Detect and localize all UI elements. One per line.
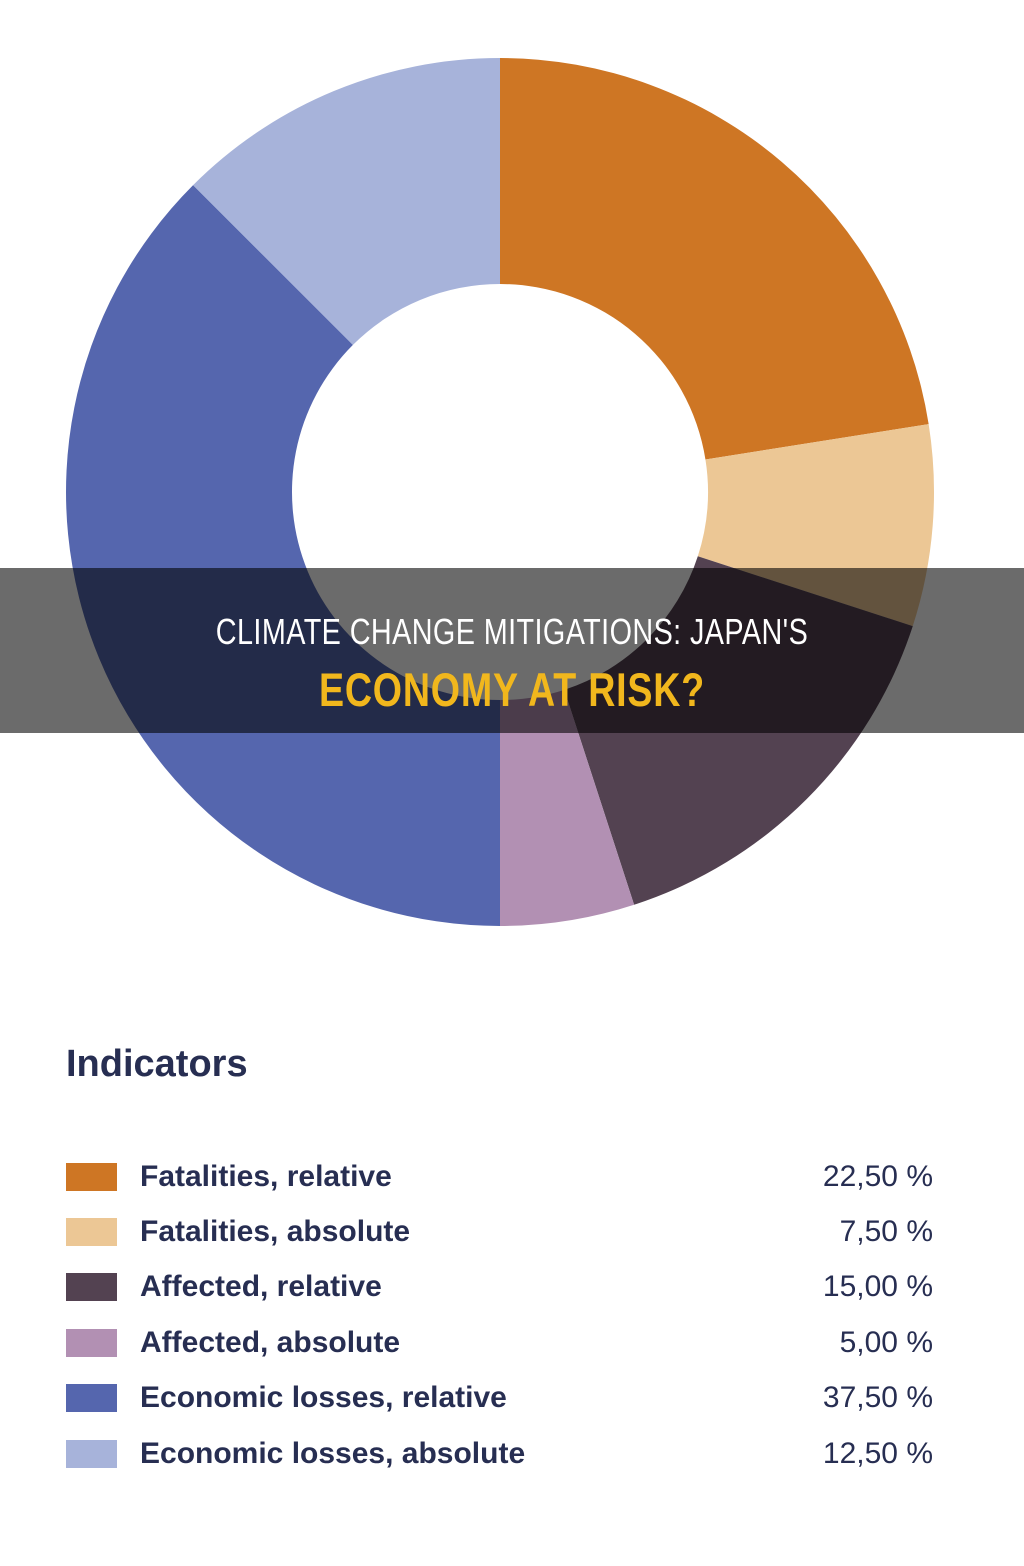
legend-value: 7,50 %: [839, 1215, 933, 1249]
legend-label: Affected, absolute: [140, 1325, 401, 1359]
legend-swatch-fatalities-absolute: [66, 1218, 117, 1247]
title-line-1: CLIMATE CHANGE MITIGATIONS: JAPAN'S: [215, 611, 809, 652]
legend-value: 37,50 %: [822, 1381, 933, 1415]
legend-label: Economic losses, relative: [140, 1381, 507, 1415]
legend-label: Fatalities, absolute: [140, 1215, 411, 1249]
legend-heading: Indicators: [66, 1043, 248, 1085]
donut-segment-economic-losses-absolute: [193, 58, 500, 345]
legend-row: Economic losses, absolute 12,50 %: [66, 1426, 933, 1481]
legend-swatch-affected-relative: [66, 1273, 117, 1302]
legend-row: Affected, relative 15,00 %: [66, 1260, 933, 1315]
legend-value: 15,00 %: [822, 1270, 933, 1304]
legend-row: Fatalities, absolute 7,50 %: [66, 1204, 933, 1259]
legend-swatch-fatalities-relative: [66, 1162, 117, 1191]
donut-segment-economic-losses-relative: [66, 185, 501, 926]
legend-label: Fatalities, relative: [140, 1159, 392, 1193]
donut-segment-fatalities-relative: [500, 57, 929, 460]
legend-row: Fatalities, relative 22,50 %: [66, 1149, 933, 1204]
legend-row: Affected, absolute 5,00 %: [66, 1315, 933, 1370]
title-line-2: ECONOMY AT RISK?: [318, 663, 706, 716]
legend-value: 12,50 %: [822, 1436, 933, 1470]
legend-label: Affected, relative: [140, 1270, 382, 1304]
legend-swatch-economic-losses-absolute: [66, 1439, 117, 1468]
donut-chart: [66, 57, 935, 926]
legend-swatch-affected-absolute: [66, 1328, 117, 1357]
donut-segment-affected-absolute: [500, 689, 635, 926]
legend-value: 22,50 %: [822, 1159, 933, 1193]
legend-value: 5,00 %: [839, 1325, 933, 1359]
legend-row: Economic losses, relative 37,50 %: [66, 1371, 933, 1426]
legend-label: Economic losses, absolute: [140, 1436, 526, 1470]
legend-swatch-economic-losses-relative: [66, 1384, 117, 1413]
title-banner: CLIMATE CHANGE MITIGATIONS: JAPAN'S ECON…: [0, 568, 1024, 733]
legend: Fatalities, relative 22,50 % Fatalities,…: [66, 1149, 933, 1481]
